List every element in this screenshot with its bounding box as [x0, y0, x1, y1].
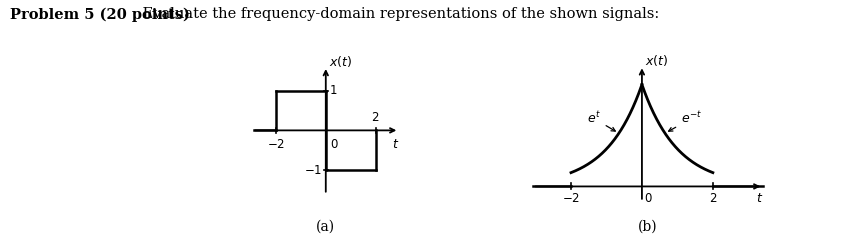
Text: $x(t)$: $x(t)$ [645, 53, 668, 68]
Text: $0$: $0$ [330, 138, 338, 151]
Text: (a): (a) [316, 219, 336, 233]
Text: $t$: $t$ [755, 192, 763, 204]
Text: $0$: $0$ [644, 192, 652, 205]
Text: $2$: $2$ [709, 192, 717, 205]
Text: $-2$: $-2$ [562, 192, 580, 205]
Text: $x(t)$: $x(t)$ [329, 54, 352, 69]
Text: $-2$: $-2$ [267, 138, 285, 151]
Text: $1$: $1$ [329, 84, 337, 97]
Text: Evaluate the frequency-domain representations of the shown signals:: Evaluate the frequency-domain representa… [138, 7, 659, 21]
Text: $2$: $2$ [371, 111, 380, 124]
Text: $e^t$: $e^t$ [587, 111, 615, 131]
Text: (b): (b) [638, 219, 657, 233]
Text: $t$: $t$ [393, 138, 400, 151]
Text: Problem 5 (20 points): Problem 5 (20 points) [10, 7, 190, 22]
Text: $e^{-t}$: $e^{-t}$ [669, 111, 702, 131]
Text: $-1$: $-1$ [304, 164, 322, 177]
